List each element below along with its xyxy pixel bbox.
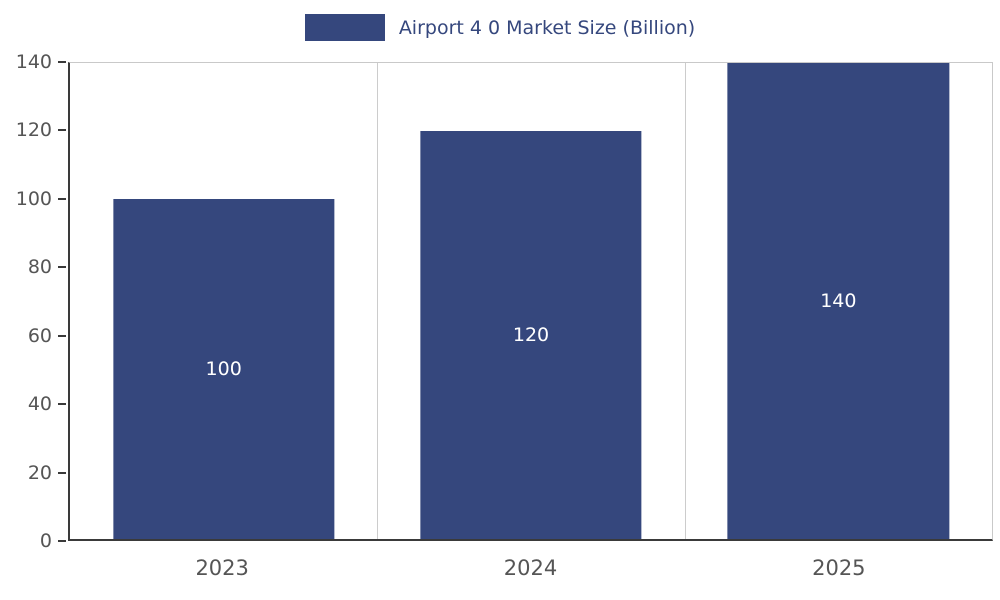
- plot-area: 100 120 140: [68, 62, 993, 541]
- y-tick-mark: [58, 403, 66, 406]
- bar-value-label: 120: [512, 324, 550, 346]
- bar-value-label: 100: [205, 358, 242, 380]
- y-tick-mark: [58, 61, 66, 63]
- legend-swatch: [304, 14, 385, 41]
- y-tick-mark: [58, 334, 66, 337]
- y-axis: 0 20 40 60 80 100 120 140: [0, 51, 68, 552]
- y-tick-mark: [58, 471, 66, 474]
- y-tick-label: 80: [27, 256, 52, 279]
- y-tick-label: 40: [27, 393, 52, 416]
- y-tick-label: 0: [39, 530, 52, 552]
- legend: Airport 4 0 Market Size (Billion): [0, 14, 1000, 41]
- y-tick-mark: [58, 197, 66, 200]
- bar-2023: 100: [113, 199, 335, 539]
- bar-2024: 120: [420, 131, 642, 539]
- x-tick-label: 2023: [195, 556, 249, 580]
- x-axis: 2023 2024 2025: [68, 548, 993, 588]
- x-tick-label: 2024: [503, 556, 558, 580]
- bar-value-label: 140: [820, 290, 857, 312]
- y-tick-label: 20: [27, 461, 52, 484]
- gridline-vertical: [684, 63, 686, 539]
- x-tick-label: 2025: [812, 556, 866, 580]
- bar-2025: 140: [727, 63, 949, 539]
- y-tick-label: 60: [27, 324, 52, 347]
- gridline-vertical: [377, 63, 379, 539]
- y-tick-mark: [58, 540, 66, 542]
- y-tick-mark: [58, 129, 66, 132]
- y-tick-label: 120: [15, 119, 52, 142]
- legend-label: Airport 4 0 Market Size (Billion): [398, 16, 696, 39]
- y-tick-label: 140: [15, 51, 52, 73]
- y-tick-mark: [58, 266, 66, 269]
- y-tick-label: 100: [15, 187, 52, 210]
